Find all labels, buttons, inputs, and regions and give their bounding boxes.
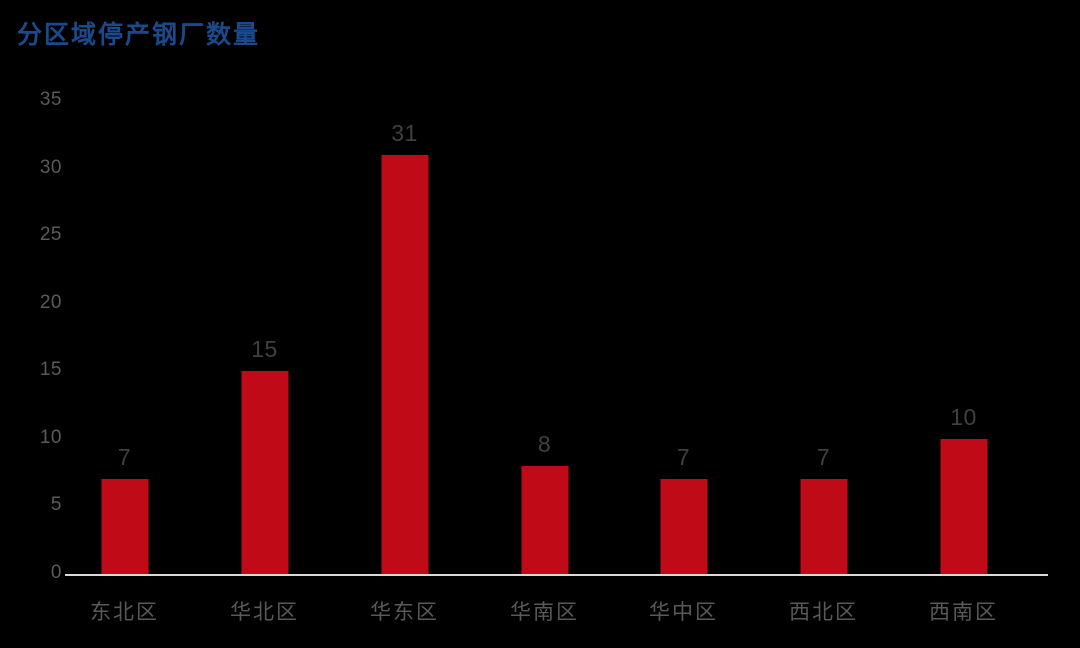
bar-5[interactable] xyxy=(800,479,847,574)
y-tick-label-15: 15 xyxy=(39,359,62,380)
bar-value-6: 10 xyxy=(950,403,977,430)
bar-group-1[interactable]: 15 xyxy=(206,74,323,574)
bar-6[interactable] xyxy=(940,438,987,574)
y-tick-label-10: 10 xyxy=(39,427,62,448)
bar-value-4: 7 xyxy=(676,444,691,471)
category-label-1: 华北区 xyxy=(230,600,299,624)
y-tick-label-35: 35 xyxy=(39,89,62,110)
bar-group-5[interactable]: 7 xyxy=(765,74,882,574)
bar-value-0: 7 xyxy=(117,444,132,471)
bar-3[interactable] xyxy=(521,465,568,574)
bar-group-0[interactable]: 7 xyxy=(66,74,183,574)
bar-group-2[interactable]: 31 xyxy=(346,74,463,574)
category-label-6: 西南区 xyxy=(929,600,998,624)
bar-value-2: 31 xyxy=(391,120,418,147)
category-label-4: 华中区 xyxy=(649,600,718,624)
bar-0[interactable] xyxy=(101,479,148,574)
y-tick-label-25: 25 xyxy=(39,224,62,245)
bar-value-3: 8 xyxy=(537,430,552,457)
y-tick-label-5: 5 xyxy=(50,494,62,515)
bar-1[interactable] xyxy=(241,371,288,574)
x-axis-line xyxy=(65,574,1048,576)
category-label-3: 华南区 xyxy=(510,600,579,624)
bar-group-3[interactable]: 8 xyxy=(486,74,603,574)
bar-group-6[interactable]: 10 xyxy=(905,74,1022,574)
y-tick-label-20: 20 xyxy=(39,292,62,313)
category-label-0: 东北区 xyxy=(90,600,159,624)
bar-value-5: 7 xyxy=(816,444,831,471)
bar-2[interactable] xyxy=(381,155,428,574)
bar-value-1: 15 xyxy=(251,336,278,363)
y-tick-label-0: 0 xyxy=(50,562,62,583)
category-label-5: 西北区 xyxy=(789,600,858,624)
bar-group-4[interactable]: 7 xyxy=(625,74,742,574)
chart-title: 分区域停产钢厂数量 xyxy=(17,20,261,49)
bar-4[interactable] xyxy=(660,479,707,574)
y-tick-label-30: 30 xyxy=(39,157,62,178)
category-label-2: 华东区 xyxy=(370,600,439,624)
